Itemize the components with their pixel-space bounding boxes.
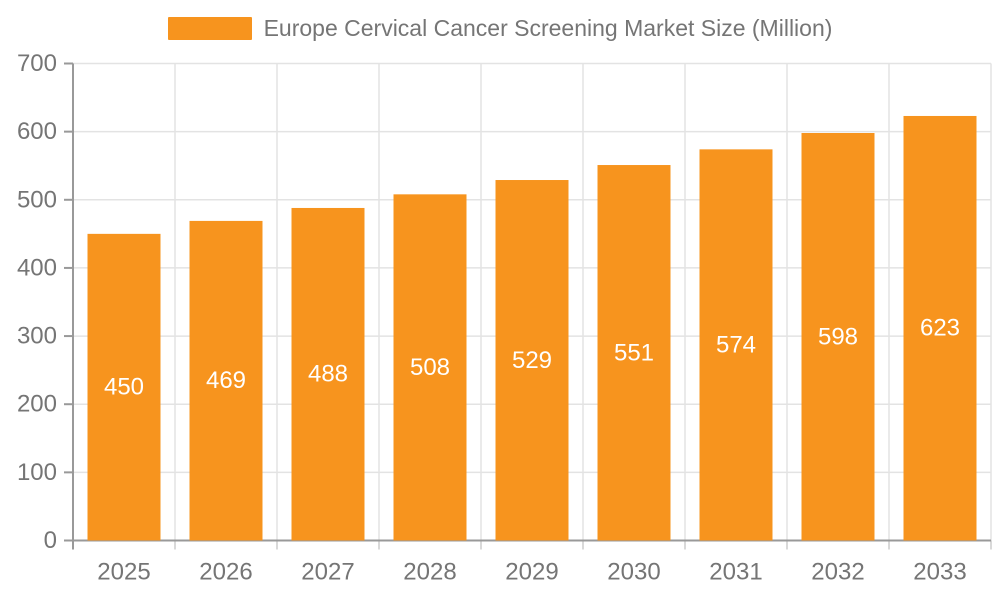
bar-value-label: 574: [716, 331, 756, 358]
bar[interactable]: [291, 207, 365, 541]
bar-value-label: 529: [512, 347, 552, 374]
legend-swatch-icon: [167, 17, 252, 41]
y-tick-label: 500: [17, 186, 57, 213]
y-tick-label: 600: [17, 118, 57, 145]
y-tick-label: 100: [17, 459, 57, 486]
y-tick-label: 0: [44, 527, 57, 554]
x-tick-label: 2033: [913, 559, 966, 586]
legend-label: Europe Cervical Cancer Screening Market …: [263, 15, 833, 41]
bar-value-label: 508: [410, 354, 450, 381]
x-tick-label: 2030: [607, 559, 660, 586]
bar-value-label: 450: [104, 374, 144, 401]
bar[interactable]: [801, 133, 875, 541]
bar[interactable]: [699, 149, 773, 541]
x-tick-label: 2031: [709, 559, 762, 586]
bar-value-label: 623: [920, 315, 960, 342]
x-tick-label: 2025: [97, 559, 150, 586]
y-tick-label: 700: [17, 50, 57, 77]
x-tick-label: 2029: [505, 559, 558, 586]
bar-value-label: 598: [818, 323, 858, 350]
x-tick-label: 2026: [199, 559, 252, 586]
bar[interactable]: [87, 233, 161, 541]
bar-value-label: 469: [206, 367, 246, 394]
x-tick-label: 2027: [301, 559, 354, 586]
legend-item[interactable]: Europe Cervical Cancer Screening Market …: [0, 15, 1000, 43]
x-tick-label: 2028: [403, 559, 456, 586]
bar[interactable]: [903, 115, 977, 541]
x-tick-label: 2032: [811, 559, 864, 586]
bar-value-label: 551: [614, 339, 654, 366]
y-tick-label: 200: [17, 391, 57, 418]
bar[interactable]: [189, 220, 263, 541]
y-tick-label: 300: [17, 323, 57, 350]
bar[interactable]: [393, 194, 467, 541]
bar[interactable]: [597, 165, 671, 541]
bar[interactable]: [495, 180, 569, 541]
y-tick-label: 400: [17, 254, 57, 281]
bar-value-label: 488: [308, 361, 348, 388]
